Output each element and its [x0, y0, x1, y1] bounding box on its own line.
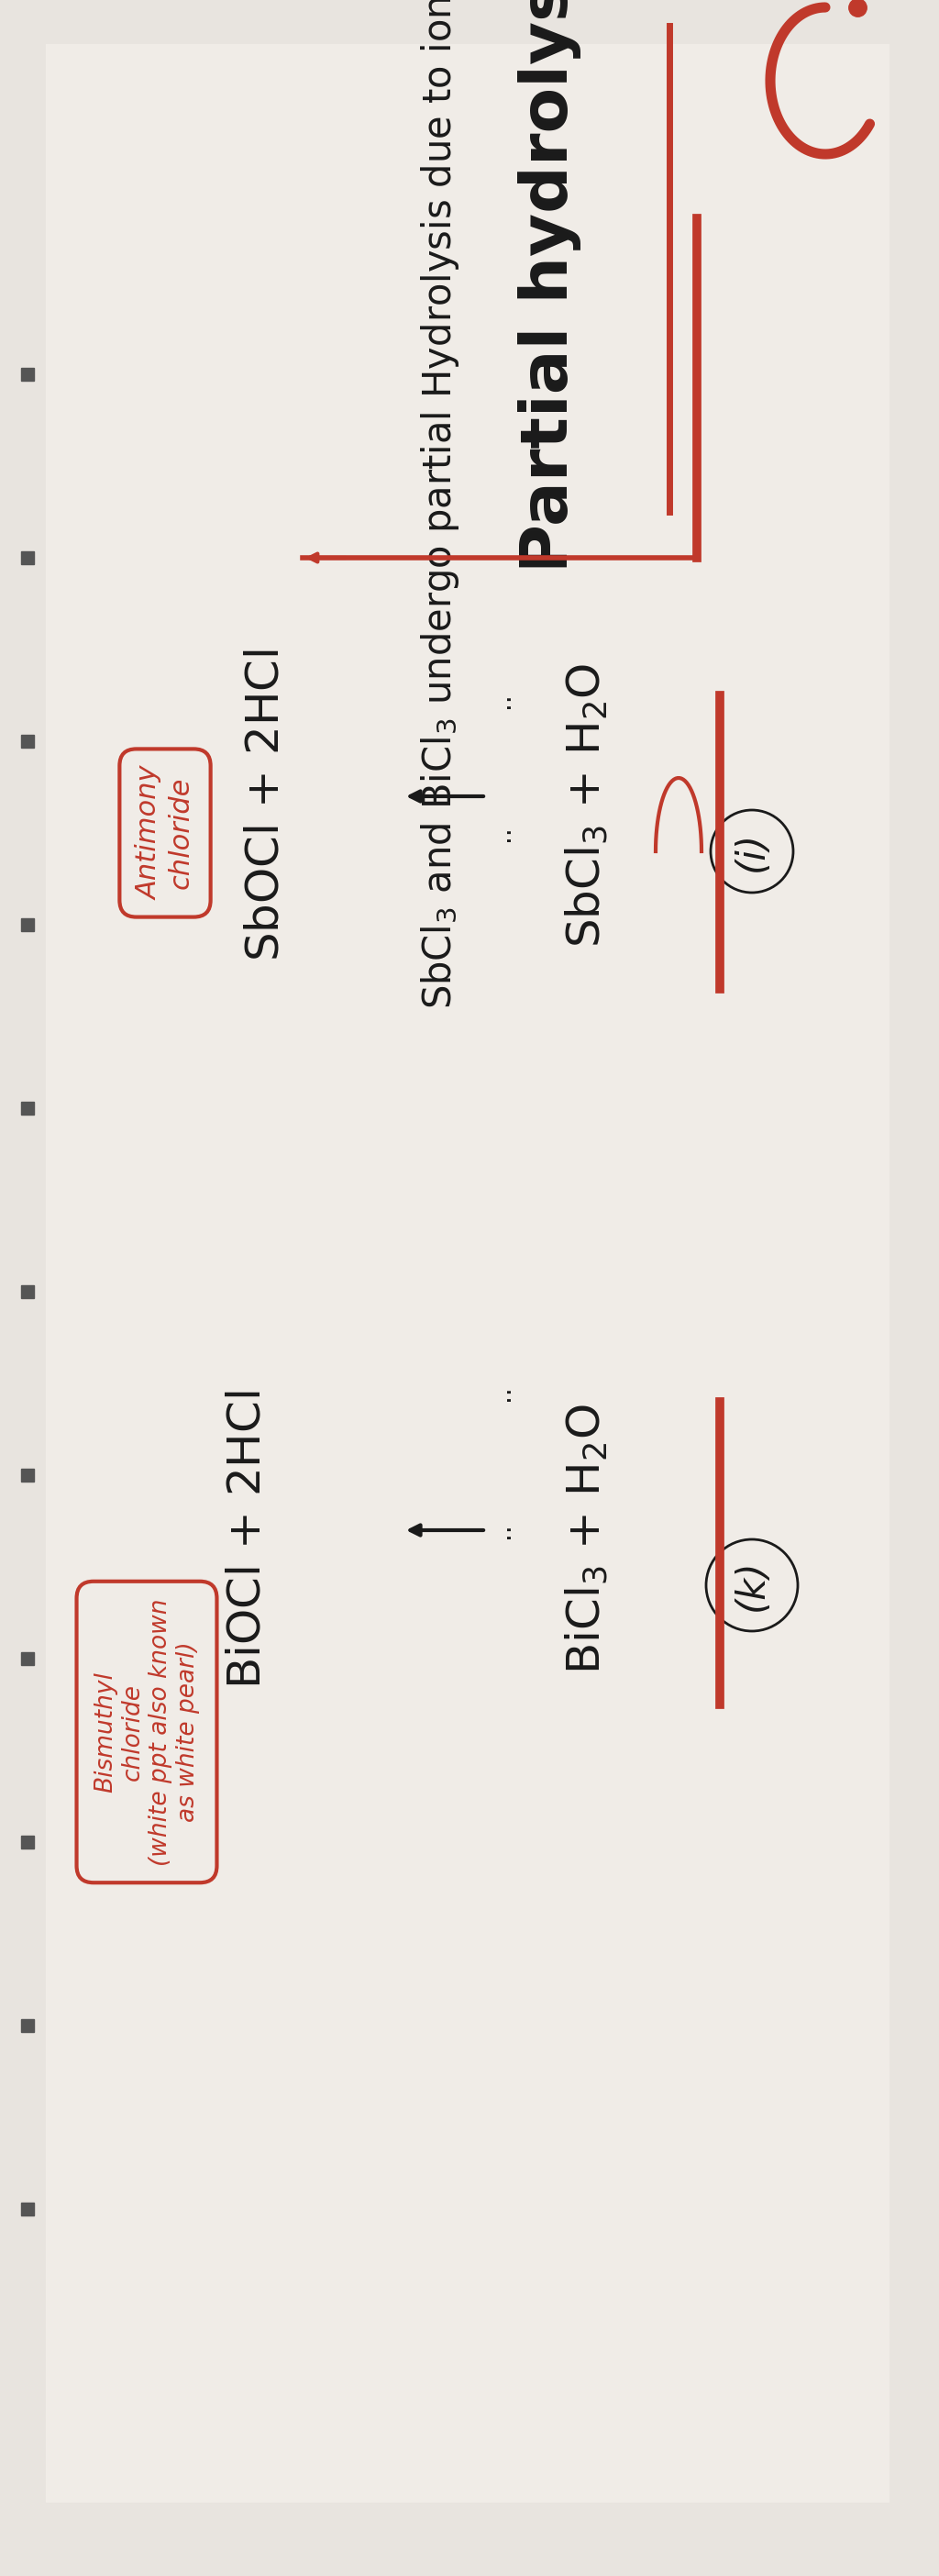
Text: ··: ·· — [496, 1522, 522, 1538]
Text: $\mathregular{SbOCl}$ + 2HCl: $\mathregular{SbOCl}$ + 2HCl — [244, 649, 288, 961]
Bar — [46, 44, 889, 2504]
Text: Partial hydrolysis: Partial hydrolysis — [518, 0, 582, 572]
Text: $\mathregular{BiCl_3}$ + H$_2$O: $\mathregular{BiCl_3}$ + H$_2$O — [563, 1404, 610, 1674]
Text: (i): (i) — [732, 832, 771, 871]
Text: ··: ·· — [496, 1383, 522, 1401]
Text: $\mathregular{SbCl_3}$ and $\mathregular{BiCl_3}$ undergo partial Hydrolysis due: $\mathregular{SbCl_3}$ and $\mathregular… — [419, 0, 461, 1010]
Text: Bismuthyl
chloride
(white ppt also known
as white pearl): Bismuthyl chloride (white ppt also known… — [94, 1597, 200, 1865]
Text: ··: ·· — [496, 824, 522, 842]
Text: Antimony
chloride: Antimony chloride — [136, 765, 193, 899]
Text: $\mathregular{SbCl_3}$ + H$_2$O: $\mathregular{SbCl_3}$ + H$_2$O — [563, 662, 610, 948]
Text: (k): (k) — [732, 1558, 771, 1610]
Text: $\mathregular{BiOCl}$ + 2HCl: $\mathregular{BiOCl}$ + 2HCl — [225, 1391, 269, 1690]
Text: ··: ·· — [496, 693, 522, 708]
